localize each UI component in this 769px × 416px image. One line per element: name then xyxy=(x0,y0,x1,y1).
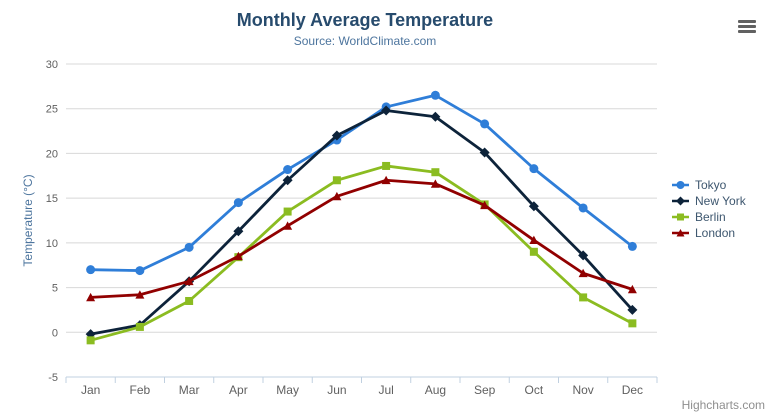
legend-item-new-york[interactable]: New York xyxy=(672,193,746,209)
legend-item-london[interactable]: London xyxy=(672,225,746,241)
legend-marker-tokyo xyxy=(676,181,685,189)
data-point-tokyo-oct[interactable] xyxy=(529,164,539,174)
data-point-berlin-may[interactable] xyxy=(283,207,292,216)
x-tick-label: May xyxy=(276,383,299,397)
chart-subtitle: Source: WorldClimate.com xyxy=(293,34,437,48)
y-tick-label: 0 xyxy=(52,327,58,339)
data-point-tokyo-jan[interactable] xyxy=(86,265,96,275)
data-point-new-york-nov[interactable] xyxy=(578,250,589,261)
y-tick-label: 30 xyxy=(46,59,58,71)
data-point-tokyo-dec[interactable] xyxy=(627,241,637,251)
data-point-tokyo-mar[interactable] xyxy=(184,242,194,252)
data-point-berlin-mar[interactable] xyxy=(185,296,194,305)
legend-symbol-new-york xyxy=(672,196,689,206)
series-tokyo[interactable] xyxy=(86,90,637,276)
x-tick-label: Feb xyxy=(130,383,151,397)
x-tick-label: Mar xyxy=(179,383,200,397)
data-point-berlin-jun[interactable] xyxy=(332,176,341,185)
data-point-london-dec[interactable] xyxy=(627,284,637,294)
chart-title: Monthly Average Temperature xyxy=(236,10,494,30)
legend-label: London xyxy=(695,226,736,240)
data-point-london-mar[interactable] xyxy=(184,276,194,286)
series-london[interactable] xyxy=(86,175,637,302)
data-point-berlin-dec[interactable] xyxy=(628,319,637,328)
data-point-tokyo-aug[interactable] xyxy=(430,90,440,100)
data-point-tokyo-nov[interactable] xyxy=(578,203,588,213)
legend-symbol-tokyo xyxy=(672,181,689,189)
y-tick-label: 5 xyxy=(52,283,58,295)
x-tick-label: Nov xyxy=(572,383,593,397)
x-tick-label: Jul xyxy=(378,383,393,397)
hamburger-icon xyxy=(738,20,756,23)
data-point-berlin-aug[interactable] xyxy=(431,168,440,177)
data-point-new-york-may[interactable] xyxy=(282,175,293,186)
y-tick-label: 10 xyxy=(46,238,58,250)
series-new-york[interactable] xyxy=(85,105,638,340)
data-point-berlin-nov[interactable] xyxy=(579,293,588,302)
x-tick-label: Oct xyxy=(525,383,544,397)
y-tick-label: -5 xyxy=(48,372,58,384)
data-point-tokyo-apr[interactable] xyxy=(233,198,243,208)
data-point-london-jan[interactable] xyxy=(86,292,96,302)
data-point-tokyo-may[interactable] xyxy=(283,165,293,175)
data-point-new-york-jul[interactable] xyxy=(381,105,392,116)
data-point-london-apr[interactable] xyxy=(233,251,243,261)
legend-label: New York xyxy=(695,194,746,208)
data-point-berlin-oct[interactable] xyxy=(529,247,538,256)
legend-marker-berlin xyxy=(677,213,684,221)
data-point-new-york-aug[interactable] xyxy=(430,111,441,122)
hamburger-icon xyxy=(738,30,756,33)
data-point-berlin-feb[interactable] xyxy=(135,322,144,331)
data-point-london-oct[interactable] xyxy=(529,235,539,245)
x-tick-label: Aug xyxy=(425,383,446,397)
data-point-london-may[interactable] xyxy=(283,221,293,230)
x-tick-label: Jan xyxy=(81,383,100,397)
data-point-london-aug[interactable] xyxy=(430,179,440,188)
legend-marker-london xyxy=(676,229,685,237)
legend-marker-new-york xyxy=(676,196,685,206)
data-point-berlin-jul[interactable] xyxy=(382,161,391,170)
export-menu-button[interactable] xyxy=(738,20,756,33)
x-tick-label: Dec xyxy=(622,383,643,397)
legend: Tokyo New York Berlin London xyxy=(672,177,746,241)
data-point-london-feb[interactable] xyxy=(135,290,145,299)
x-tick-label: Jun xyxy=(327,383,346,397)
legend-label: Tokyo xyxy=(695,178,727,192)
data-point-new-york-dec[interactable] xyxy=(627,304,638,315)
legend-item-tokyo[interactable]: Tokyo xyxy=(672,177,746,193)
y-tick-label: 20 xyxy=(46,148,58,160)
series-line-berlin[interactable] xyxy=(89,164,634,342)
data-point-london-sep[interactable] xyxy=(480,200,490,210)
x-tick-label: Sep xyxy=(474,383,496,397)
data-point-new-york-oct[interactable] xyxy=(528,201,539,212)
data-point-tokyo-sep[interactable] xyxy=(480,119,490,129)
y-axis-title: Temperature (°C) xyxy=(21,174,35,267)
legend-symbol-london xyxy=(672,229,689,237)
credits-link[interactable]: Highcharts.com xyxy=(681,398,765,412)
y-tick-label: 25 xyxy=(46,104,58,116)
data-point-new-york-sep[interactable] xyxy=(479,147,490,158)
legend-symbol-berlin xyxy=(672,213,689,221)
data-point-new-york-jun[interactable] xyxy=(331,130,342,141)
series-line-london[interactable] xyxy=(89,178,634,299)
data-point-tokyo-feb[interactable] xyxy=(135,266,145,276)
hamburger-icon xyxy=(738,25,756,28)
data-point-berlin-jan[interactable] xyxy=(86,336,95,345)
x-tick-label: Apr xyxy=(229,383,248,397)
y-tick-label: 15 xyxy=(46,193,58,205)
series-line-new-york[interactable] xyxy=(89,109,634,336)
data-point-london-jul[interactable] xyxy=(381,175,391,185)
legend-label: Berlin xyxy=(695,210,726,224)
data-point-london-nov[interactable] xyxy=(578,268,588,278)
data-point-london-jun[interactable] xyxy=(332,191,342,201)
legend-item-berlin[interactable]: Berlin xyxy=(672,209,746,225)
data-point-new-york-apr[interactable] xyxy=(233,226,244,237)
